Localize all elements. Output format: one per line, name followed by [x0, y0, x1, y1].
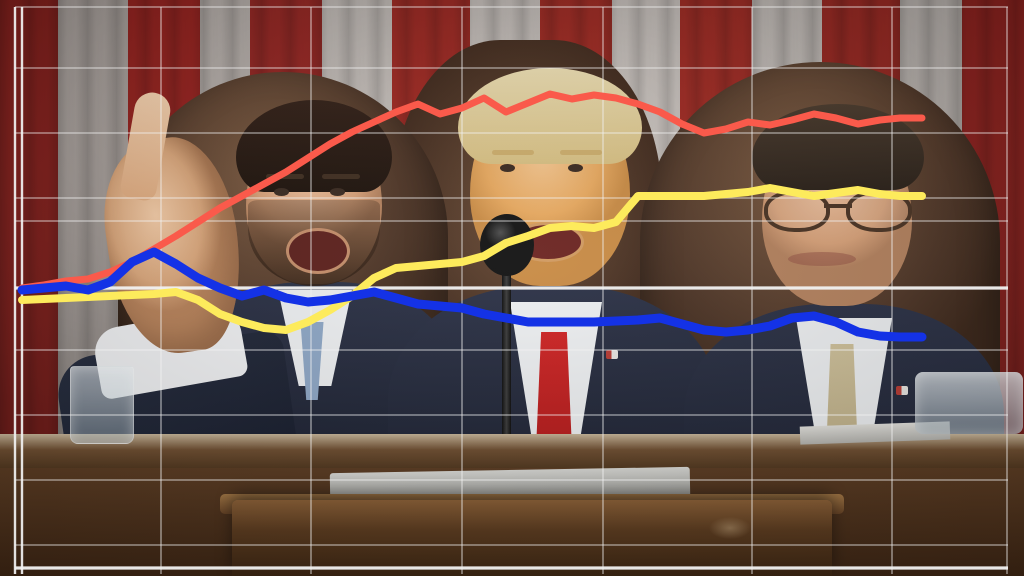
eye-left — [500, 164, 515, 172]
microphone-stand — [502, 228, 511, 493]
eyebrow-right — [560, 150, 602, 155]
water-glass — [70, 366, 134, 444]
flag-lapel-pin — [896, 386, 908, 395]
silver-tray — [915, 372, 1023, 434]
eyebrow-right — [322, 174, 360, 179]
eye-right — [568, 164, 583, 172]
horizontal-gridlines — [15, 6, 1008, 570]
eye-left — [274, 188, 289, 196]
mouth — [788, 252, 856, 266]
vertical-gridlines — [13, 7, 1008, 574]
series-line-yellow-series — [18, 184, 926, 334]
series-line-red-series — [18, 90, 926, 292]
flag-lapel-pin — [606, 350, 618, 359]
eyebrow-left — [492, 150, 534, 155]
podium-seal — [700, 512, 760, 544]
necktie — [300, 322, 324, 400]
open-mouth — [286, 228, 350, 274]
eye-right — [330, 188, 345, 196]
hair — [458, 68, 642, 164]
series-line-blue-series — [17, 247, 927, 342]
data-series-layer — [17, 90, 927, 342]
hair — [236, 100, 392, 192]
